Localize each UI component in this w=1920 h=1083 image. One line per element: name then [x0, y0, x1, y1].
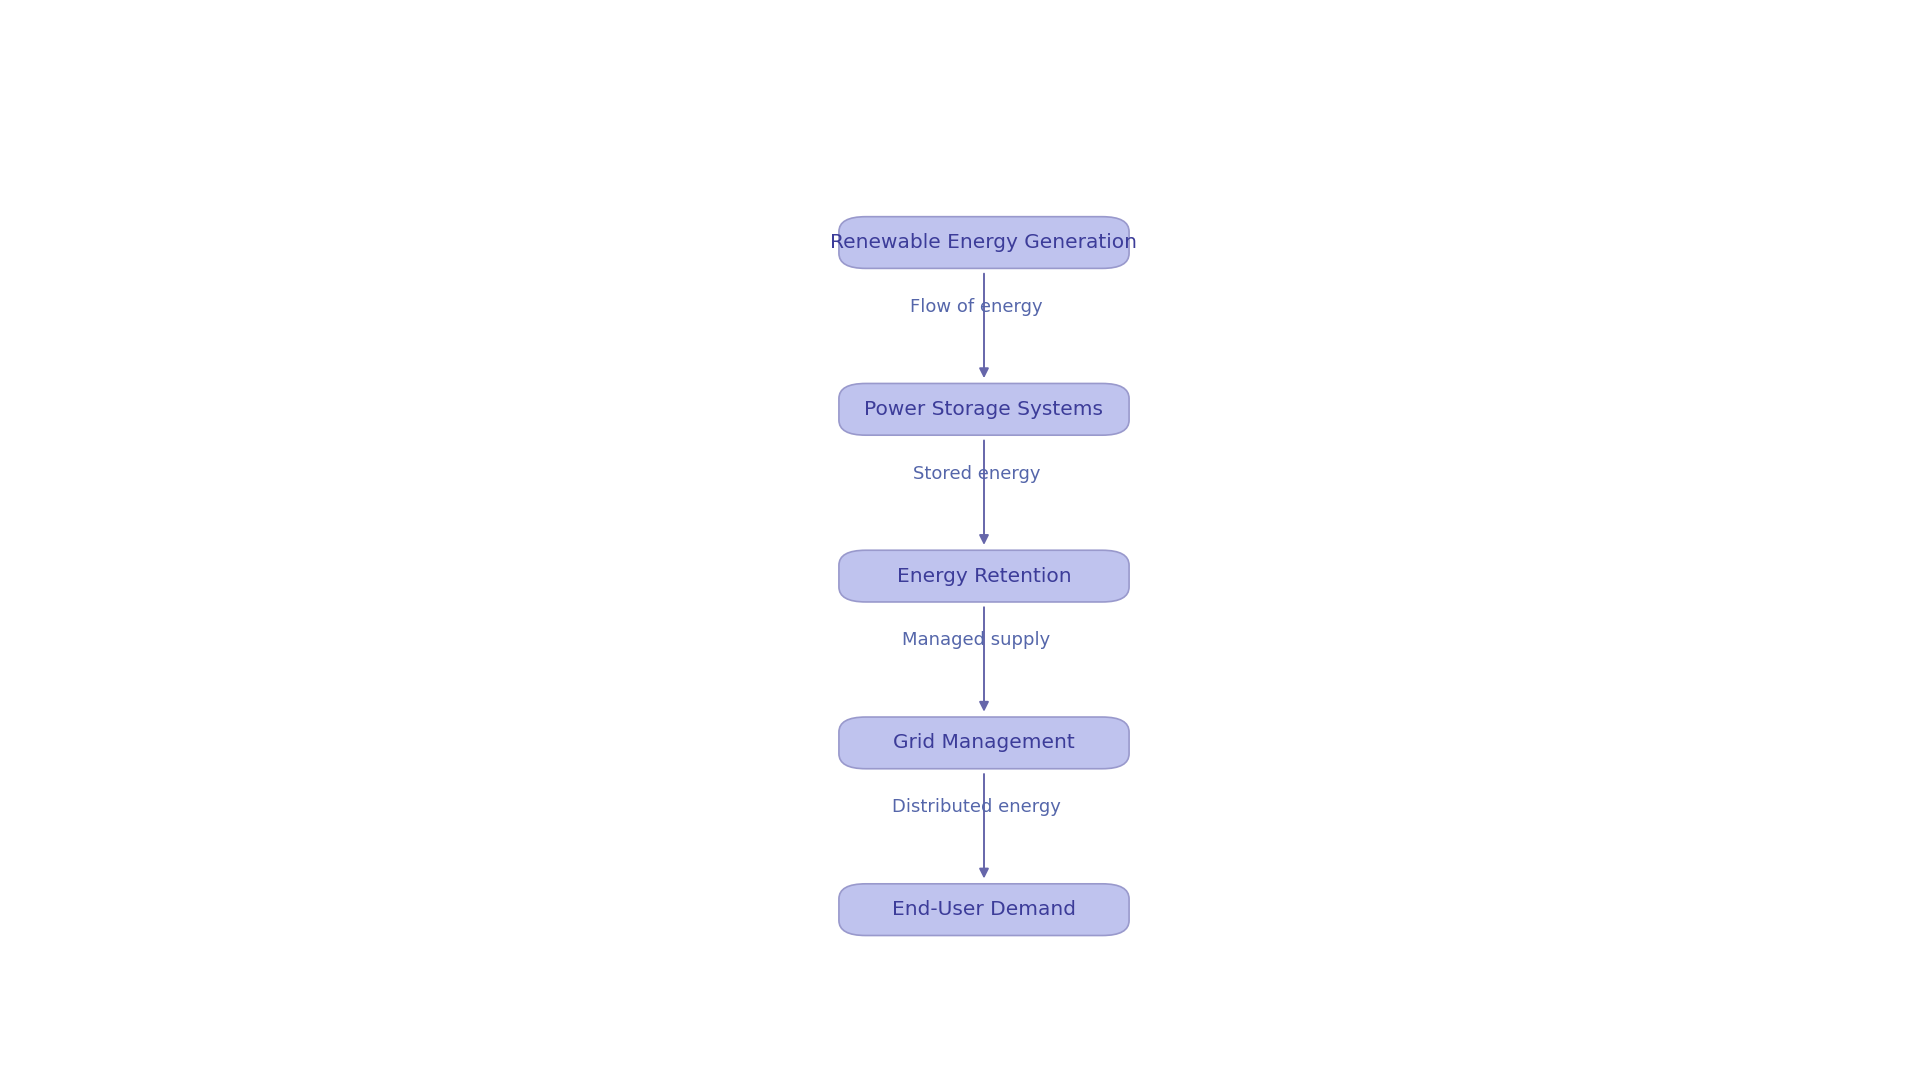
FancyBboxPatch shape — [839, 717, 1129, 769]
FancyBboxPatch shape — [839, 383, 1129, 435]
Text: Power Storage Systems: Power Storage Systems — [864, 400, 1104, 419]
FancyBboxPatch shape — [839, 884, 1129, 936]
Text: End-User Demand: End-User Demand — [893, 900, 1075, 919]
Text: Energy Retention: Energy Retention — [897, 566, 1071, 586]
FancyBboxPatch shape — [839, 217, 1129, 269]
FancyBboxPatch shape — [839, 550, 1129, 602]
Text: Managed supply: Managed supply — [902, 631, 1050, 650]
Text: Stored energy: Stored energy — [912, 465, 1041, 483]
Text: Renewable Energy Generation: Renewable Energy Generation — [831, 233, 1137, 252]
Text: Distributed energy: Distributed energy — [893, 798, 1062, 817]
Text: Grid Management: Grid Management — [893, 733, 1075, 753]
Text: Flow of energy: Flow of energy — [910, 298, 1043, 316]
